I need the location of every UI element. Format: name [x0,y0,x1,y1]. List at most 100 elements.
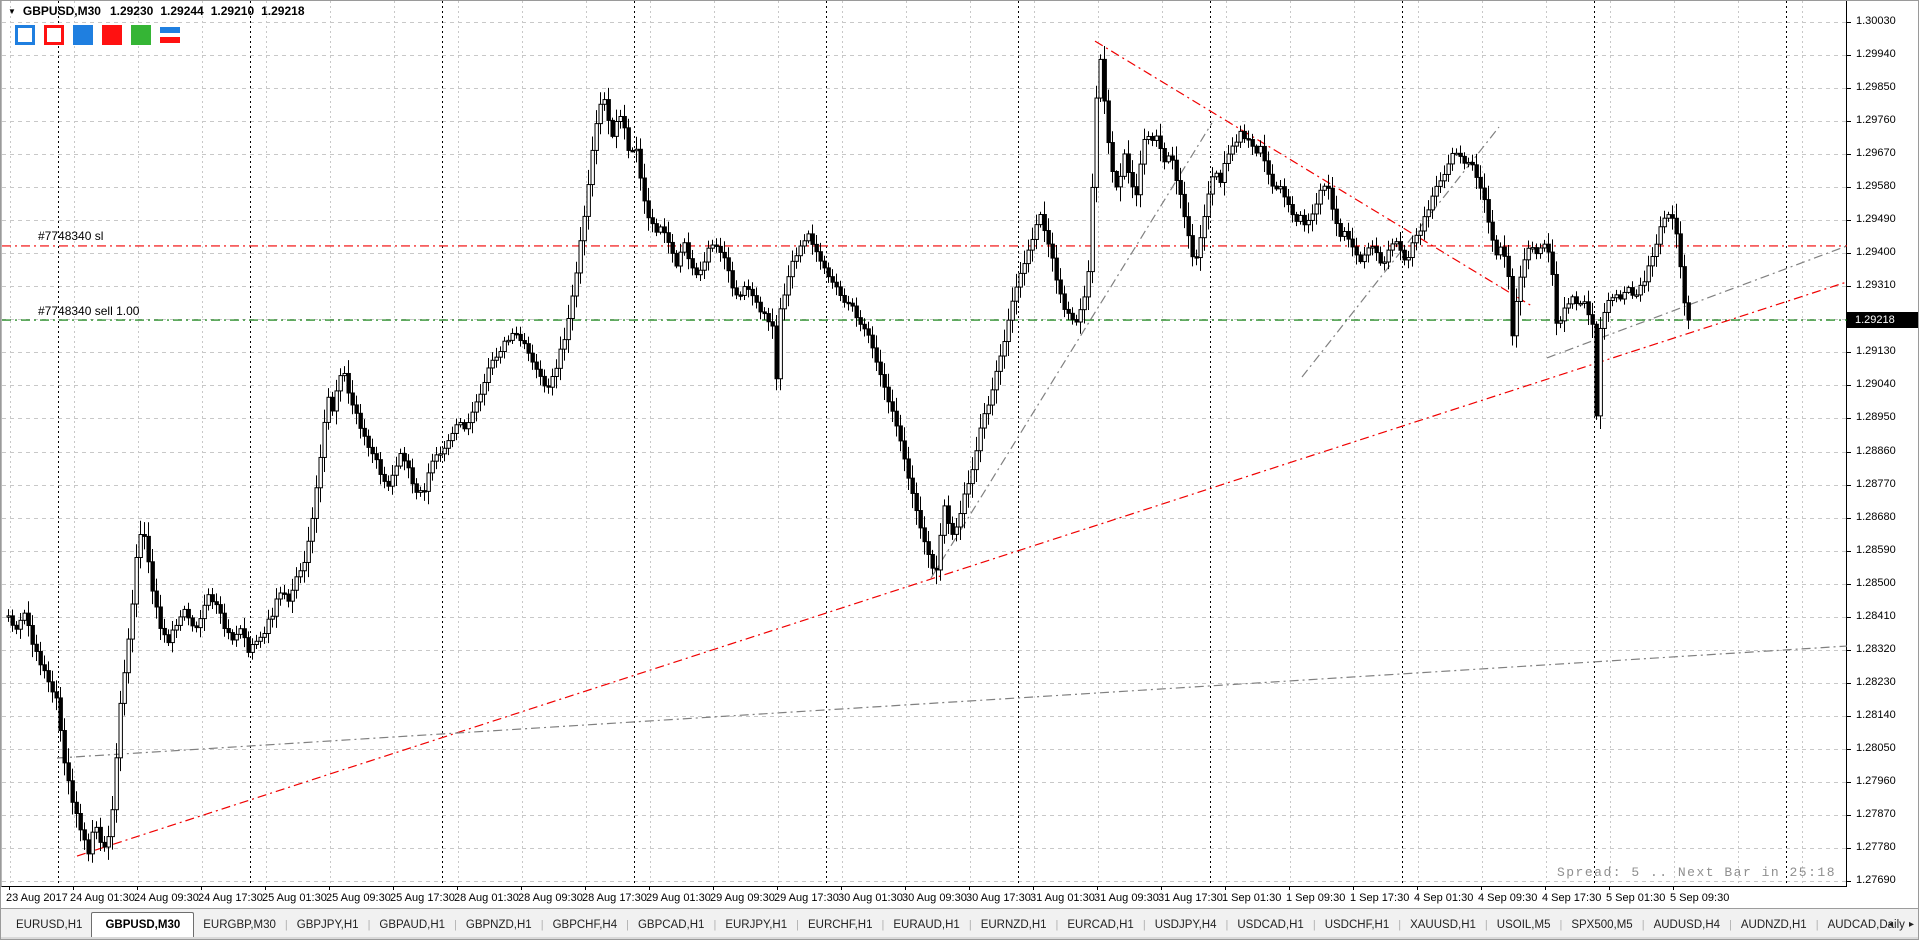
price-axis[interactable]: 1.30030 1.29940 1.29850 1.29760 1.29670 1.295… [1847,1,1918,887]
price-axis-label: 1.28680 [1856,511,1896,523]
price-axis-label: 1.28950 [1856,411,1896,423]
time-axis-label: 29 Aug 01:30 [646,892,711,904]
time-tick [1225,887,1226,890]
tab-separator: | [367,919,371,931]
price-tick [1847,55,1851,56]
price-axis-label: 1.28050 [1856,742,1896,754]
chart-tab-gbpjpy[interactable]: GBPJPY,H1 [296,919,359,931]
time-axis[interactable]: 23 Aug 2017 24 Aug 01:30 24 Aug 09:30 24 Au… [1,887,1918,908]
time-tick [393,887,394,890]
chart-tab-eurnzd[interactable]: EURNZD,H1 [980,919,1047,931]
chart-tab-eurjpy[interactable]: EURJPY,H1 [725,919,788,931]
time-tick [1673,887,1674,890]
time-axis-label: 31 Aug 01:30 [1030,892,1095,904]
time-tick [521,887,522,890]
chart-tab-eurusd[interactable]: EURUSD,H1 [16,919,83,931]
chart-tab-gbpnzd[interactable]: GBPNZD,H1 [465,919,532,931]
symbol-dropdown-icon[interactable]: ▼ [8,6,16,16]
time-tick [969,887,970,890]
time-tick [329,887,330,890]
time-tick [1033,887,1034,890]
chart-tab-gbpusd[interactable]: GBPUSD,M30 [91,912,195,937]
chart-tab-audusd[interactable]: AUDUSD,H4 [1653,919,1721,931]
tab-separator: | [968,919,972,931]
blue-outline-square-icon[interactable] [15,25,35,45]
chart-tab-usdjpy[interactable]: USDJPY,H4 [1154,919,1217,931]
price-axis-label: 1.29850 [1856,81,1896,93]
price-axis-label: 1.27870 [1856,808,1896,820]
time-tick [137,887,138,890]
time-tick [201,887,202,890]
chart-tab-gbpchf[interactable]: GBPCHF,H4 [552,919,618,931]
time-axis-label: 29 Aug 17:30 [774,892,839,904]
time-axis-label: 30 Aug 01:30 [838,892,903,904]
chart-tab-eurchf[interactable]: EURCHF,H1 [807,919,873,931]
chart-tab-usdchf[interactable]: USDCHF,H1 [1324,919,1390,931]
tab-separator: | [1225,919,1229,931]
price-tick [1847,716,1851,717]
price-axis-label: 1.28860 [1856,445,1896,457]
red-bar [160,37,180,43]
candlestick-chart[interactable]: ▼ GBPUSD,M30 1.29230 1.29244 1.29210 1.2… [1,1,1848,887]
sell-order-label[interactable]: #7748340 sell 1.00 [38,304,140,318]
price-tick [1847,650,1851,651]
price-tick [1847,617,1851,618]
chart-tab-audnzd[interactable]: AUDNZD,H1 [1740,919,1807,931]
chart-tab-spx500[interactable]: SPX500,M5 [1571,919,1633,931]
price-axis-label: 1.29580 [1856,180,1896,192]
blue-filled-square-icon[interactable] [73,25,93,45]
chart-tab-audcad[interactable]: AUDCAD,Daily [1827,919,1905,931]
time-tick [265,887,266,890]
green-filled-square-icon[interactable] [131,25,151,45]
time-tick [1161,887,1162,890]
chart-tab-usoil[interactable]: USOIL,M5 [1496,919,1551,931]
time-tick [1097,887,1098,890]
price-axis-label: 1.28140 [1856,709,1896,721]
chart-canvas[interactable] [2,1,1848,887]
price-tick [1847,154,1851,155]
chart-tab-eurgbp[interactable]: EURGBP,M30 [203,919,276,931]
time-axis-label: 1 Sep 17:30 [1350,892,1410,904]
time-tick [713,887,714,890]
time-axis-label: 30 Aug 17:30 [966,892,1031,904]
blue-bar [160,27,180,33]
red-filled-square-icon[interactable] [102,25,122,45]
time-axis-label: 28 Aug 17:30 [582,892,647,904]
time-axis-label: 1 Sep 09:30 [1286,892,1346,904]
tab-separator: | [284,919,288,931]
time-axis-label: 25 Aug 09:30 [326,892,391,904]
time-axis-label: 4 Sep 01:30 [1414,892,1474,904]
time-axis-label: 24 Aug 17:30 [198,892,263,904]
price-tick [1847,220,1851,221]
price-axis-label: 1.29940 [1856,48,1896,60]
time-tick [9,887,10,890]
price-axis-label: 1.29670 [1856,147,1896,159]
price-tick [1847,286,1851,287]
spread-lines-icon[interactable] [160,25,180,45]
chart-tab-gbpaud[interactable]: GBPAUD,H1 [379,919,446,931]
price-tick [1847,187,1851,188]
price-axis-label: 1.29130 [1856,345,1896,357]
red-outline-square-icon[interactable] [44,25,64,45]
window-bottom-edge [1,937,1918,939]
chart-tab-xauusd[interactable]: XAUUSD,H1 [1410,919,1476,931]
price-axis-label: 1.27780 [1856,841,1896,853]
tabs-scroll-left-icon[interactable]: ◂ [1887,919,1893,930]
price-tick [1847,452,1851,453]
chart-tab-gbpcad[interactable]: GBPCAD,H1 [637,919,705,931]
time-axis-label: 31 Aug 09:30 [1094,892,1159,904]
price-axis-label: 1.30030 [1856,15,1896,27]
tab-separator: | [1484,919,1488,931]
chart-tab-euraud[interactable]: EURAUD,H1 [893,919,960,931]
tabs-scroll-right-icon[interactable]: ▸ [1908,919,1914,930]
time-tick [841,887,842,890]
chart-tab-eurcad[interactable]: EURCAD,H1 [1067,919,1134,931]
price-tick [1847,518,1851,519]
ohlc-open: 1.29230 [109,4,154,18]
time-tick [649,887,650,890]
time-tick [777,887,778,890]
tab-separator: | [1729,919,1732,931]
stop-loss-label[interactable]: #7748340 sl [38,229,104,243]
time-axis-label: 23 Aug 2017 [6,892,68,904]
chart-tab-usdcad[interactable]: USDCAD,H1 [1237,919,1304,931]
